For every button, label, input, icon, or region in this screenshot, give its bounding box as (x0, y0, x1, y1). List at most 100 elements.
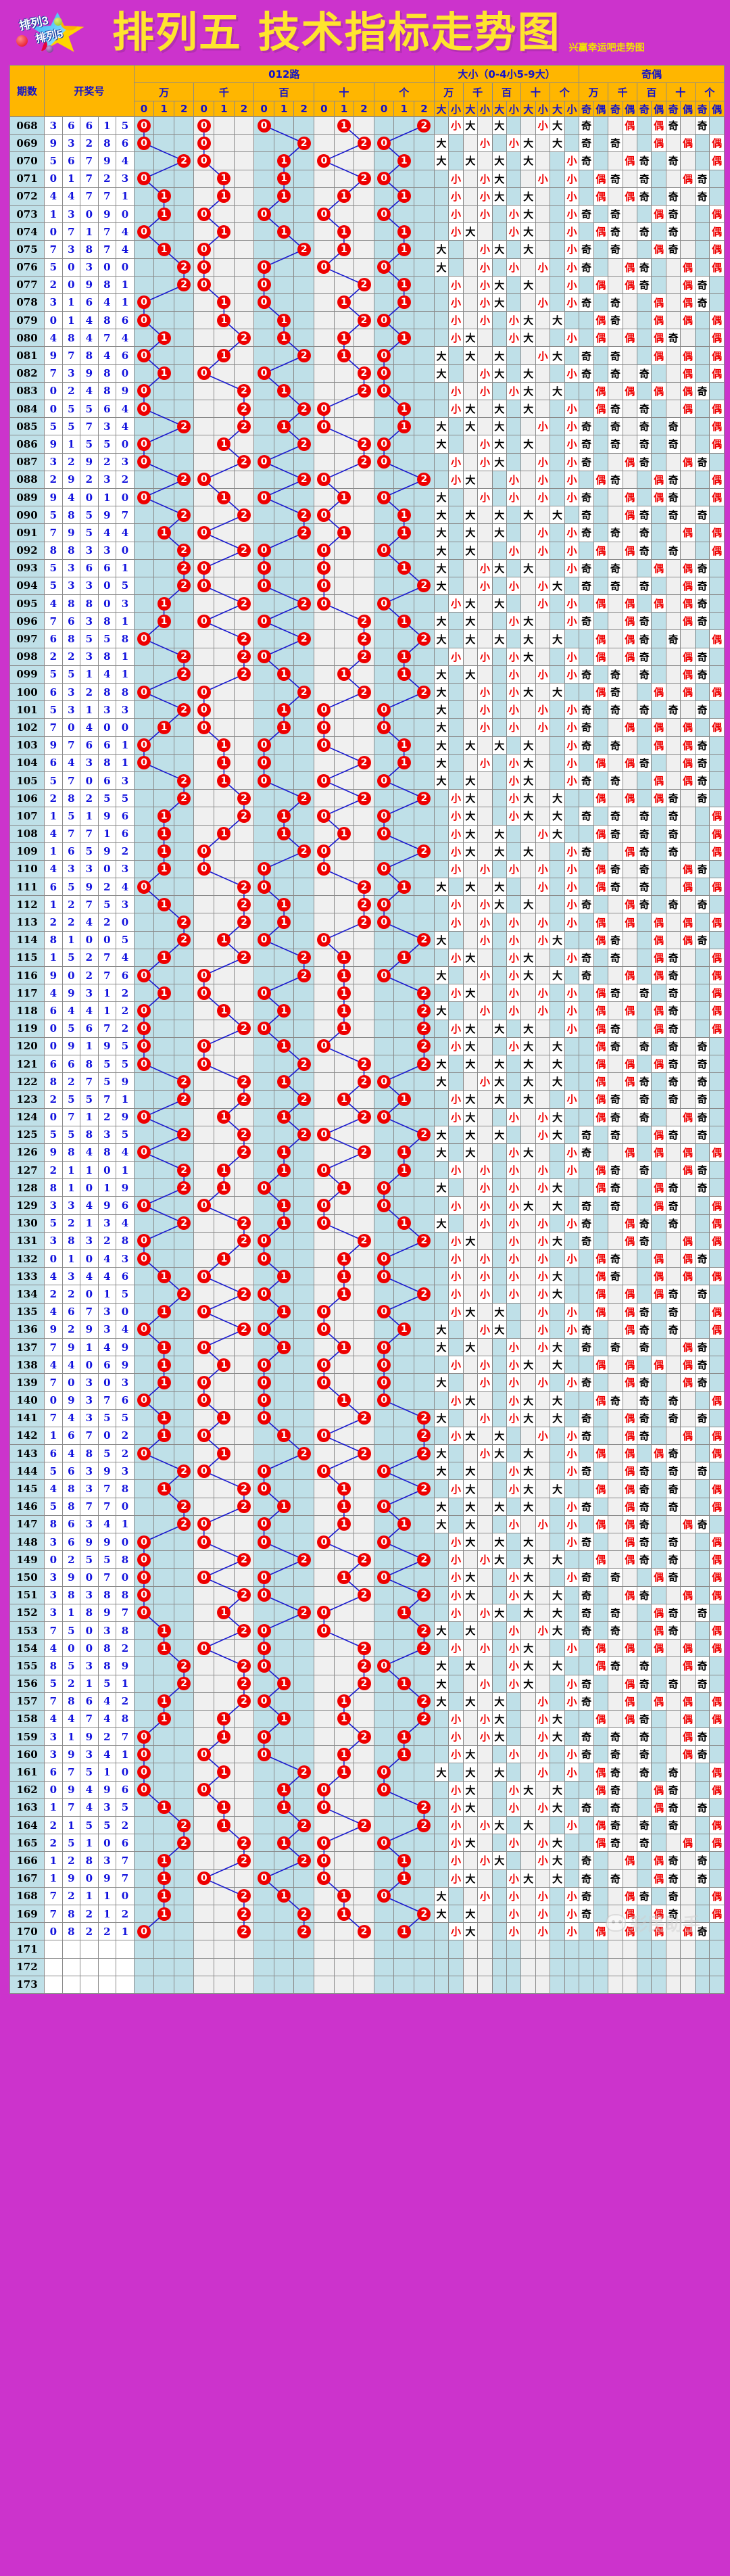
jiou-cell (579, 1940, 594, 1959)
lu-cell: 1 (393, 736, 414, 755)
jiou-cell: 奇 (694, 753, 710, 772)
lu-ball: 0 (257, 1482, 271, 1496)
jiou-cell (665, 1940, 681, 1959)
lu-ball: 1 (277, 1216, 291, 1231)
draw-digit-cell (44, 1975, 63, 1994)
lu-cell (373, 1869, 395, 1888)
lu-cell: 1 (273, 222, 295, 241)
daxiao-cell (550, 240, 565, 259)
jiou-cell: 偶 (622, 1479, 637, 1498)
lu-cell (354, 187, 374, 206)
jiou-cell: 偶 (593, 1036, 609, 1055)
daxiao-cell (462, 311, 479, 330)
table-row: 104 6 4 3 8 1 0 1 0 2 1 大小小大小偶偶奇偶奇 (9, 753, 725, 772)
draw-digit-cell (80, 1957, 99, 1976)
lu-ball: 0 (137, 1199, 151, 1213)
daxiao-cell: 大 (433, 612, 449, 631)
daxiao-cell: 小 (506, 1161, 522, 1180)
issue-cell: 114 (9, 930, 45, 949)
lu-ball: 2 (297, 437, 311, 451)
jiou-cell: 奇 (694, 1674, 710, 1693)
daxiao-cell (550, 1001, 565, 1020)
daxiao-cell: 大 (520, 807, 536, 826)
jiou-cell (665, 1709, 681, 1729)
lu-cell (314, 1285, 335, 1304)
daxiao-cell (477, 1391, 493, 1410)
lu-cell: 0 (193, 1462, 215, 1481)
jiou-cell (680, 1285, 696, 1304)
draw-digit-cell: 2 (116, 1001, 135, 1020)
lu-cell (133, 1356, 155, 1375)
draw-digit-cell: 8 (62, 1585, 81, 1604)
table-row: 149 0 2 5 5 8 0 2 2 2 2 小小大大大偶偶奇奇偶 (9, 1550, 725, 1569)
daxiao-cell (433, 1815, 449, 1835)
jiou-cell (694, 1940, 710, 1959)
lu-ball: 1 (337, 242, 351, 256)
header-unit-lu-2: 百 (253, 82, 315, 101)
lu-cell (273, 1568, 295, 1587)
daxiao-cell (448, 1462, 464, 1481)
jiou-cell (651, 895, 666, 914)
lu-ball: 1 (277, 827, 291, 841)
daxiao-cell: 大 (462, 1231, 479, 1251)
daxiao-cell (550, 842, 565, 861)
jiou-cell (651, 417, 666, 436)
table-row: 121 6 6 8 5 5 0 0 2 2 2 大大大大大偶偶偶奇奇 (9, 1054, 725, 1074)
header-unit-lu-1: 千 (193, 82, 255, 101)
jiou-cell: 奇 (694, 1603, 710, 1622)
daxiao-cell (448, 1178, 464, 1197)
draw-digit-cell: 8 (116, 1231, 135, 1251)
lu-cell (293, 487, 315, 507)
daxiao-cell: 大 (462, 1337, 479, 1357)
jiou-cell (694, 718, 710, 737)
daxiao-cell (448, 1125, 464, 1144)
daxiao-cell: 大 (520, 1568, 536, 1587)
issue-cell: 085 (9, 417, 45, 436)
lu-cell (214, 807, 235, 826)
lu-ball: 1 (337, 331, 351, 345)
lu-ball: 2 (357, 1659, 371, 1673)
lu-cell (153, 1532, 174, 1552)
lu-cell (133, 1285, 155, 1304)
draw-digit-cell: 3 (97, 1214, 117, 1233)
lu-cell (173, 116, 195, 135)
lu-cell: 0 (253, 1391, 274, 1410)
jiou-cell (694, 523, 710, 542)
lu-cell (293, 612, 315, 631)
issue-cell: 075 (9, 240, 45, 259)
daxiao-cell: 小 (506, 541, 522, 560)
jiou-cell (651, 523, 666, 542)
daxiao-cell (448, 558, 464, 577)
daxiao-cell: 小 (448, 222, 464, 241)
lu-cell (393, 1532, 414, 1552)
jiou-cell (680, 807, 696, 826)
draw-digit-cell (116, 1957, 135, 1976)
lu-cell (333, 1798, 355, 1817)
lu-cell (314, 1886, 335, 1905)
jiou-cell (680, 187, 696, 206)
draw-digit-cell: 0 (44, 1922, 63, 1941)
lu-cell: 1 (273, 169, 295, 188)
lu-ball: 1 (337, 525, 351, 540)
lu-cell (393, 541, 414, 560)
issue-cell: 112 (9, 895, 45, 914)
jiou-cell: 奇 (608, 1196, 623, 1215)
lu-cell (173, 1391, 195, 1410)
lu-cell: 0 (373, 1568, 395, 1587)
jiou-cell (665, 647, 681, 666)
daxiao-cell (433, 1780, 449, 1799)
lu-cell (414, 878, 435, 897)
daxiao-cell: 大 (433, 1125, 449, 1144)
jiou-cell (680, 1178, 696, 1197)
lu-cell (153, 134, 174, 153)
daxiao-cell (506, 169, 522, 188)
daxiao-cell: 大 (462, 417, 479, 436)
lu-cell (354, 293, 374, 312)
lu-cell (233, 346, 255, 365)
issue-cell: 077 (9, 275, 45, 294)
lu-cell: 2 (354, 311, 374, 330)
lu-ball: 1 (217, 437, 231, 451)
daxiao-cell (506, 399, 522, 419)
lu-ball: 2 (237, 1623, 251, 1638)
jiou-cell (608, 1674, 623, 1693)
